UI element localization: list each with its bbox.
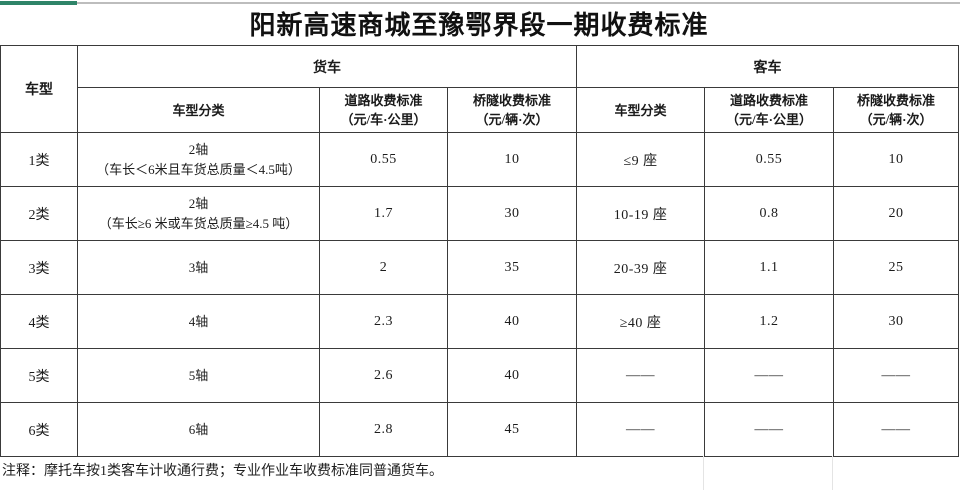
toll-rate-table: 车型 货车 客车 车型分类 道路收费标准 （元/车·公里） 桥隧收费标准 （元/… <box>0 45 960 457</box>
vehicle-class: 2类 <box>0 186 78 241</box>
bus-class-header: 车型分类 <box>576 87 706 133</box>
vehicle-class: 1类 <box>0 132 78 187</box>
truck-road-rate: 2.6 <box>319 348 448 403</box>
bus-classification: —— <box>576 402 706 457</box>
truck-class-axles: 3轴 <box>188 259 209 275</box>
truck-class-axles: 5轴 <box>188 367 209 383</box>
truck-bridge-rate-header-line2: （元/辆·次） <box>475 112 549 127</box>
table-row-class5: 5类 5轴 2.6 40 —— —— —— <box>0 348 960 403</box>
bus-bridge-rate: —— <box>833 348 960 403</box>
bus-bridge-rate: 30 <box>833 294 960 349</box>
top-border-line <box>0 2 960 4</box>
bus-bridge-rate-header: 桥隧收费标准 （元/辆·次） <box>833 87 960 133</box>
truck-bridge-rate-header-line1: 桥隧收费标准 <box>473 93 552 108</box>
bus-road-rate: 1.2 <box>704 294 835 349</box>
gridline-remnant <box>832 456 833 490</box>
truck-classification: 4轴 <box>77 294 320 349</box>
bus-road-rate: 1.1 <box>704 240 835 295</box>
bus-classification: ≥40 座 <box>576 294 706 349</box>
truck-road-rate: 1.7 <box>319 186 448 241</box>
truck-road-rate-header-line1: 道路收费标准 <box>344 93 423 108</box>
truck-classification: 5轴 <box>77 348 320 403</box>
vehicle-class: 6类 <box>0 402 78 457</box>
truck-road-rate: 2.3 <box>319 294 448 349</box>
header-sub-row: 车型分类 道路收费标准 （元/车·公里） 桥隧收费标准 （元/辆·次） 车型分类… <box>1 87 960 133</box>
vehicle-class: 3类 <box>0 240 78 295</box>
truck-road-rate: 2 <box>319 240 448 295</box>
teal-accent-bar <box>0 1 77 5</box>
truck-class-axles: 2轴 <box>188 141 209 157</box>
truck-bridge-rate: 35 <box>446 240 578 295</box>
bus-road-rate: 0.55 <box>704 132 835 187</box>
truck-road-rate-header: 道路收费标准 （元/车·公里） <box>319 87 448 133</box>
bus-road-rate-header-line1: 道路收费标准 <box>730 93 809 108</box>
truck-class-header: 车型分类 <box>77 87 320 133</box>
truck-road-rate-header-line2: （元/车·公里） <box>340 112 427 127</box>
vehicle-class: 4类 <box>0 294 78 349</box>
footnote: 注释：摩托车按1类客车计收通行费；专业作业车收费标准同普通货车。 <box>2 464 443 479</box>
truck-bridge-rate: 40 <box>446 348 578 403</box>
truck-bridge-rate: 40 <box>446 294 578 349</box>
page-title: 阳新高速商城至豫鄂界段一期收费标准 <box>249 10 709 40</box>
bus-bridge-rate: 10 <box>833 132 960 187</box>
bus-classification: ≤9 座 <box>576 132 706 187</box>
truck-road-rate: 2.8 <box>319 402 448 457</box>
truck-bridge-rate: 45 <box>446 402 578 457</box>
table-row-class6: 6类 6轴 2.8 45 —— —— —— <box>0 402 960 457</box>
bus-bridge-rate-header-line2: （元/辆·次） <box>859 112 933 127</box>
truck-class-axles: 2轴 <box>188 195 209 211</box>
bus-bridge-rate: —— <box>833 402 960 457</box>
truck-road-rate: 0.55 <box>319 132 448 187</box>
bus-road-rate-header-line2: （元/车·公里） <box>726 112 812 127</box>
truck-bridge-rate: 10 <box>446 132 578 187</box>
truck-class-axles: 6轴 <box>188 421 209 437</box>
truck-group-header: 货车 <box>76 45 578 88</box>
bus-group-header: 客车 <box>576 45 960 88</box>
truck-classification: 3轴 <box>77 240 320 295</box>
gridline-remnant <box>703 456 704 490</box>
bus-road-rate: —— <box>704 348 835 403</box>
bus-bridge-rate: 25 <box>833 240 960 295</box>
vehicle-class: 5类 <box>0 348 78 403</box>
bus-road-rate-header: 道路收费标准 （元/车·公里） <box>704 87 835 133</box>
bus-bridge-rate: 20 <box>833 186 960 241</box>
vehicle-type-header: 车型 <box>0 45 78 133</box>
truck-bridge-rate: 30 <box>446 186 578 241</box>
bus-classification: 10-19 座 <box>576 186 706 241</box>
truck-class-axles: 4轴 <box>188 313 209 329</box>
bus-road-rate: —— <box>704 402 835 457</box>
truck-bridge-rate-header: 桥隧收费标准 （元/辆·次） <box>446 87 578 133</box>
truck-classification: 6轴 <box>77 402 320 457</box>
bus-classification: 20-39 座 <box>576 240 706 295</box>
table-row-class2: 2类 2轴 （车长≥6 米或车货总质量≥4.5 吨） 1.7 30 10-19 … <box>0 186 960 241</box>
table-row-class4: 4类 4轴 2.3 40 ≥40 座 1.2 30 <box>0 294 960 349</box>
truck-classification: 2轴 （车长≥6 米或车货总质量≥4.5 吨） <box>77 186 320 241</box>
bus-road-rate: 0.8 <box>704 186 835 241</box>
header-group-row: 车型 货车 客车 <box>0 45 960 133</box>
table-row-class3: 3类 3轴 2 35 20-39 座 1.1 25 <box>0 240 960 295</box>
truck-class-detail: （车长＜6米且车货总质量＜4.5吨） <box>96 161 301 177</box>
table-row-class1: 1类 2轴 （车长＜6米且车货总质量＜4.5吨） 0.55 10 ≤9 座 0.… <box>0 132 960 187</box>
bus-bridge-rate-header-line1: 桥隧收费标准 <box>857 93 936 108</box>
truck-class-detail: （车长≥6 米或车货总质量≥4.5 吨） <box>98 215 299 231</box>
bus-classification: —— <box>576 348 706 403</box>
truck-classification: 2轴 （车长＜6米且车货总质量＜4.5吨） <box>77 132 320 187</box>
